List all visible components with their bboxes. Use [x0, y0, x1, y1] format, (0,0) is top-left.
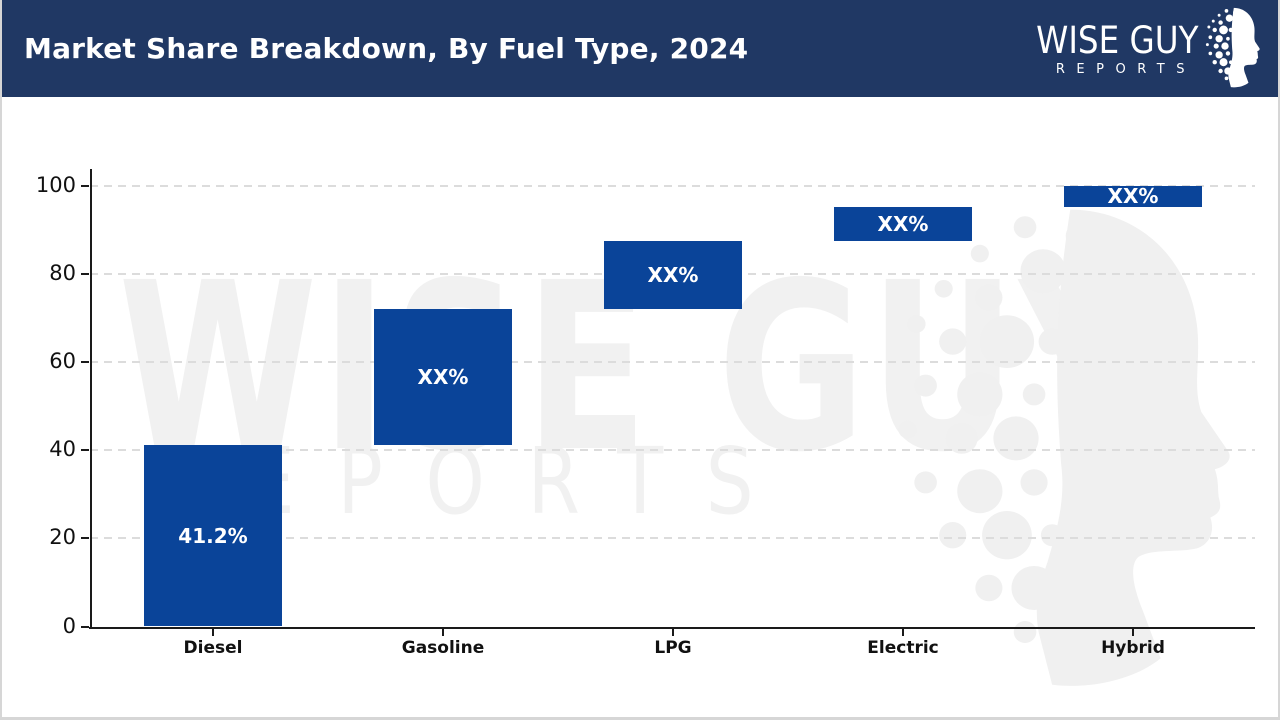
y-axis-tick	[81, 449, 89, 452]
page-title: Market Share Breakdown, By Fuel Type, 20…	[24, 32, 749, 65]
y-tick-label: 100	[35, 172, 76, 197]
brand-logo: WISE GUY REPORTS	[1014, 4, 1266, 94]
y-axis-tick	[81, 360, 89, 363]
y-axis-tick	[81, 184, 89, 187]
bar-segment-gasoline: XX%	[374, 308, 512, 445]
bar-segment-diesel: 41.2%	[144, 444, 282, 627]
y-axis-tick	[81, 537, 89, 540]
bar-value-label: 41.2%	[178, 523, 248, 548]
y-axis-spine	[90, 169, 92, 629]
x-category-label: Gasoline	[401, 638, 485, 658]
x-category-label: Diesel	[183, 638, 243, 658]
x-axis-tick	[442, 627, 444, 636]
header-bar: Market Share Breakdown, By Fuel Type, 20…	[2, 0, 1278, 97]
x-category-label: Electric	[867, 638, 939, 658]
y-tick-label: 0	[62, 613, 76, 638]
x-axis-tick	[1132, 627, 1134, 636]
bar-segment-lpg: XX%	[604, 241, 742, 309]
grid-line	[90, 360, 1255, 363]
y-tick-label: 20	[49, 525, 76, 550]
y-tick-label: 60	[49, 348, 76, 373]
x-axis-tick	[212, 627, 214, 636]
x-category-label: LPG	[654, 638, 692, 658]
x-category-label: Hybrid	[1101, 638, 1165, 658]
grid-line	[90, 449, 1255, 452]
logo-wordmark: WISE GUY	[1035, 18, 1198, 62]
x-axis-tick	[672, 627, 674, 636]
bar-segment-hybrid: XX%	[1064, 184, 1202, 209]
bar-value-label: XX%	[1107, 184, 1159, 209]
y-axis-tick	[81, 272, 89, 275]
bar-value-label: XX%	[647, 263, 699, 288]
bar-segment-electric: XX%	[834, 207, 972, 242]
grid-line	[90, 537, 1255, 540]
logo-text: WISE GUY REPORTS	[1014, 22, 1198, 77]
grid-line	[90, 184, 1255, 187]
x-axis-spine	[89, 626, 1255, 629]
logo-subtitle: REPORTS	[1055, 61, 1196, 77]
y-axis-tick	[81, 625, 89, 628]
y-tick-label: 40	[49, 437, 76, 462]
x-axis-tick	[902, 627, 904, 636]
y-tick-label: 80	[49, 260, 76, 285]
bar-value-label: XX%	[417, 364, 469, 389]
bar-value-label: XX%	[877, 212, 929, 237]
